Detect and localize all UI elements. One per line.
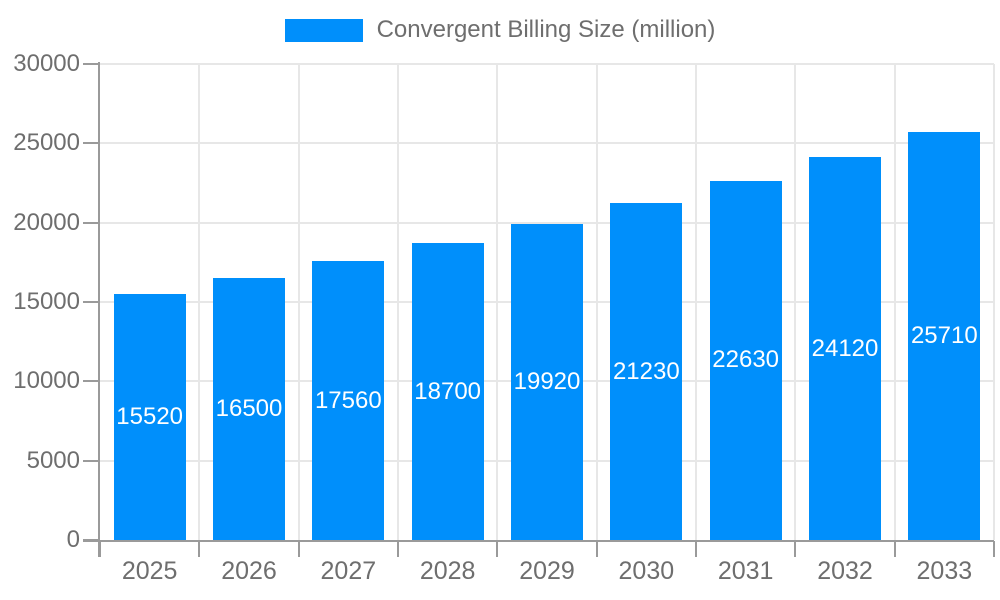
- vertical-gridline: [397, 64, 399, 540]
- x-axis-tick: [496, 541, 499, 557]
- bar-value-label: 19920: [513, 367, 581, 395]
- bar-value-label: 16500: [215, 395, 283, 423]
- y-axis-label: 10000: [13, 367, 80, 395]
- bar[interactable]: 22630: [709, 180, 782, 540]
- y-axis-label: 20000: [13, 208, 80, 236]
- x-axis-label: 2031: [717, 557, 774, 585]
- vertical-gridline: [496, 64, 499, 540]
- bar-value-label: 15520: [116, 402, 184, 430]
- bar-value-label: 17560: [314, 386, 382, 414]
- vertical-gridline: [297, 64, 300, 540]
- bar-value-label: 25710: [910, 322, 978, 350]
- horizontal-gridline: [100, 63, 994, 65]
- bar[interactable]: 24120: [809, 157, 881, 540]
- y-axis-tick: [83, 221, 99, 224]
- vertical-gridline: [595, 64, 598, 540]
- x-axis-tick: [595, 541, 598, 557]
- bar[interactable]: 16500: [213, 278, 285, 540]
- vertical-gridline: [893, 64, 896, 540]
- x-axis-tick: [695, 541, 697, 557]
- bar[interactable]: 19920: [511, 223, 583, 540]
- bar[interactable]: 18700: [411, 243, 484, 540]
- legend-swatch-icon[interactable]: [284, 18, 363, 42]
- x-axis-label: 2025: [121, 557, 178, 585]
- x-axis-tick: [99, 541, 101, 557]
- bar-value-label: 18700: [414, 377, 482, 405]
- y-axis-label: 0: [66, 526, 80, 553]
- bar-value-label: 22630: [712, 346, 780, 374]
- x-axis-label: 2029: [519, 557, 575, 585]
- y-axis-label: 15000: [13, 288, 80, 315]
- legend: Convergent Billing Size (million): [0, 16, 1000, 44]
- y-axis-line: [98, 62, 100, 557]
- x-axis-line: [83, 540, 994, 542]
- bar[interactable]: 17560: [312, 261, 385, 540]
- vertical-gridline: [695, 64, 697, 540]
- y-axis-label: 5000: [26, 446, 80, 474]
- x-axis-tick: [397, 541, 399, 557]
- bar[interactable]: 25710: [908, 132, 981, 540]
- y-axis-tick: [83, 380, 99, 383]
- bar[interactable]: 21230: [610, 203, 683, 540]
- y-axis-tick: [83, 459, 99, 462]
- x-axis-label: 2027: [320, 557, 377, 585]
- bar-value-label: 21230: [612, 357, 680, 385]
- horizontal-gridline: [100, 221, 994, 224]
- bar-value-label: 24120: [811, 334, 879, 362]
- x-axis-label: 2030: [618, 557, 675, 585]
- legend-label[interactable]: Convergent Billing Size (million): [376, 16, 716, 43]
- x-axis-label: 2026: [221, 557, 277, 585]
- y-axis-tick: [83, 301, 99, 303]
- x-axis-label: 2033: [916, 557, 973, 585]
- y-axis-label: 30000: [13, 50, 80, 77]
- x-axis-label: 2032: [817, 557, 873, 585]
- horizontal-gridline: [100, 142, 994, 145]
- vertical-gridline: [198, 64, 201, 540]
- x-axis-tick: [297, 541, 300, 557]
- x-axis-tick: [993, 541, 995, 557]
- y-axis-tick: [83, 142, 99, 145]
- y-axis-tick: [83, 63, 99, 65]
- y-axis-tick: [83, 539, 99, 541]
- x-axis-tick: [198, 541, 201, 557]
- vertical-gridline: [794, 64, 797, 540]
- vertical-gridline: [993, 64, 995, 540]
- y-axis-label: 25000: [13, 129, 80, 157]
- x-axis-tick: [893, 541, 896, 557]
- plot-area: 0 5000 10000 15000 20000 25000 30000 15520 2025 1…: [13, 52, 995, 585]
- x-axis-tick: [794, 541, 797, 557]
- x-axis-label: 2028: [419, 557, 476, 585]
- bar[interactable]: 15520: [113, 293, 186, 540]
